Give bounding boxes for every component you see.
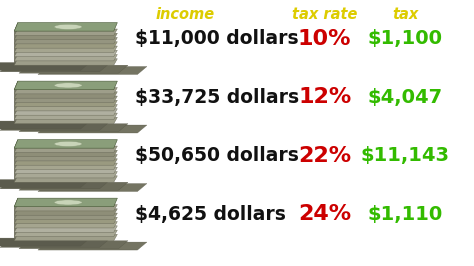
Polygon shape [14, 159, 118, 165]
Polygon shape [0, 238, 90, 246]
Polygon shape [14, 100, 118, 107]
Text: 22%: 22% [298, 146, 351, 166]
Polygon shape [14, 150, 118, 157]
Polygon shape [14, 59, 118, 65]
Ellipse shape [54, 24, 82, 30]
Polygon shape [14, 172, 118, 178]
Polygon shape [0, 180, 90, 188]
Polygon shape [14, 105, 118, 111]
Text: 10%: 10% [298, 28, 351, 49]
Polygon shape [0, 239, 109, 247]
Polygon shape [14, 92, 118, 98]
Text: $4,625 dollars: $4,625 dollars [135, 205, 286, 224]
Polygon shape [14, 155, 118, 161]
Polygon shape [14, 81, 18, 124]
Polygon shape [14, 140, 118, 148]
Text: $50,650 dollars: $50,650 dollars [135, 146, 299, 165]
Text: $1,110: $1,110 [368, 205, 443, 224]
Polygon shape [14, 222, 118, 228]
Polygon shape [14, 38, 118, 44]
Text: $4,047: $4,047 [368, 88, 443, 107]
Polygon shape [14, 234, 118, 241]
Polygon shape [0, 63, 90, 70]
Polygon shape [14, 50, 118, 57]
Ellipse shape [54, 141, 82, 147]
Text: 24%: 24% [298, 204, 351, 224]
Polygon shape [14, 29, 118, 35]
Polygon shape [14, 113, 118, 119]
Polygon shape [14, 88, 118, 94]
Polygon shape [14, 163, 118, 169]
Polygon shape [19, 182, 128, 190]
Polygon shape [14, 117, 118, 124]
Polygon shape [19, 124, 128, 132]
Polygon shape [19, 65, 128, 73]
Text: 12%: 12% [298, 87, 351, 107]
Polygon shape [14, 209, 118, 215]
Polygon shape [19, 241, 128, 249]
Text: $11,143: $11,143 [361, 146, 450, 165]
Polygon shape [14, 167, 118, 174]
Polygon shape [14, 42, 118, 48]
Polygon shape [14, 205, 118, 211]
Polygon shape [14, 55, 118, 61]
Polygon shape [0, 121, 90, 129]
Polygon shape [14, 33, 118, 40]
Polygon shape [0, 181, 109, 189]
Polygon shape [14, 146, 118, 152]
Polygon shape [14, 226, 118, 232]
Polygon shape [14, 198, 118, 207]
Polygon shape [14, 230, 118, 236]
Polygon shape [38, 242, 147, 250]
Polygon shape [14, 109, 118, 115]
Polygon shape [14, 140, 18, 182]
Polygon shape [0, 122, 109, 130]
Text: tax rate: tax rate [292, 7, 357, 22]
Polygon shape [14, 23, 18, 65]
Polygon shape [14, 176, 118, 182]
Text: $11,000 dollars: $11,000 dollars [135, 29, 299, 48]
Text: tax: tax [392, 7, 419, 22]
Polygon shape [14, 81, 118, 90]
Polygon shape [0, 64, 109, 72]
Text: $1,100: $1,100 [368, 29, 443, 48]
Ellipse shape [54, 83, 82, 88]
Ellipse shape [54, 200, 82, 205]
Text: income: income [155, 7, 214, 22]
Polygon shape [14, 46, 118, 52]
Polygon shape [38, 66, 147, 74]
Text: $33,725 dollars: $33,725 dollars [135, 88, 299, 107]
Polygon shape [14, 198, 18, 241]
Polygon shape [38, 125, 147, 133]
Polygon shape [14, 96, 118, 102]
Polygon shape [14, 213, 118, 219]
Polygon shape [14, 23, 118, 31]
Polygon shape [14, 217, 118, 224]
Polygon shape [38, 184, 147, 192]
